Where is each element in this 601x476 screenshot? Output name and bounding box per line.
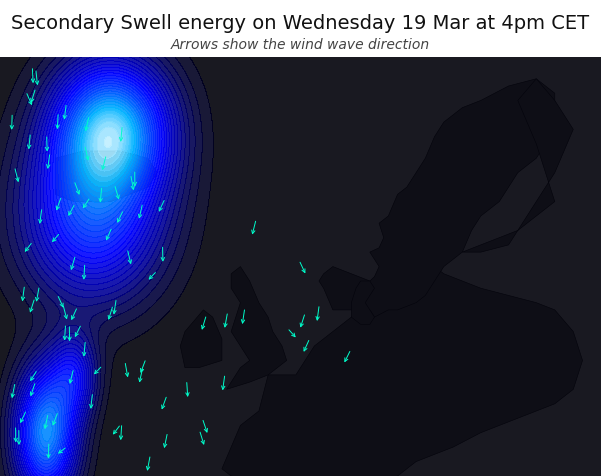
Polygon shape [180,310,222,367]
Text: Secondary Swell energy on Wednesday 19 Mar at 4pm CET: Secondary Swell energy on Wednesday 19 M… [11,14,590,33]
Polygon shape [222,267,582,476]
Polygon shape [319,79,555,317]
Polygon shape [352,281,374,324]
Polygon shape [227,267,287,389]
Text: Arrows show the wind wave direction: Arrows show the wind wave direction [171,38,430,52]
Polygon shape [55,151,157,201]
Polygon shape [462,79,573,252]
